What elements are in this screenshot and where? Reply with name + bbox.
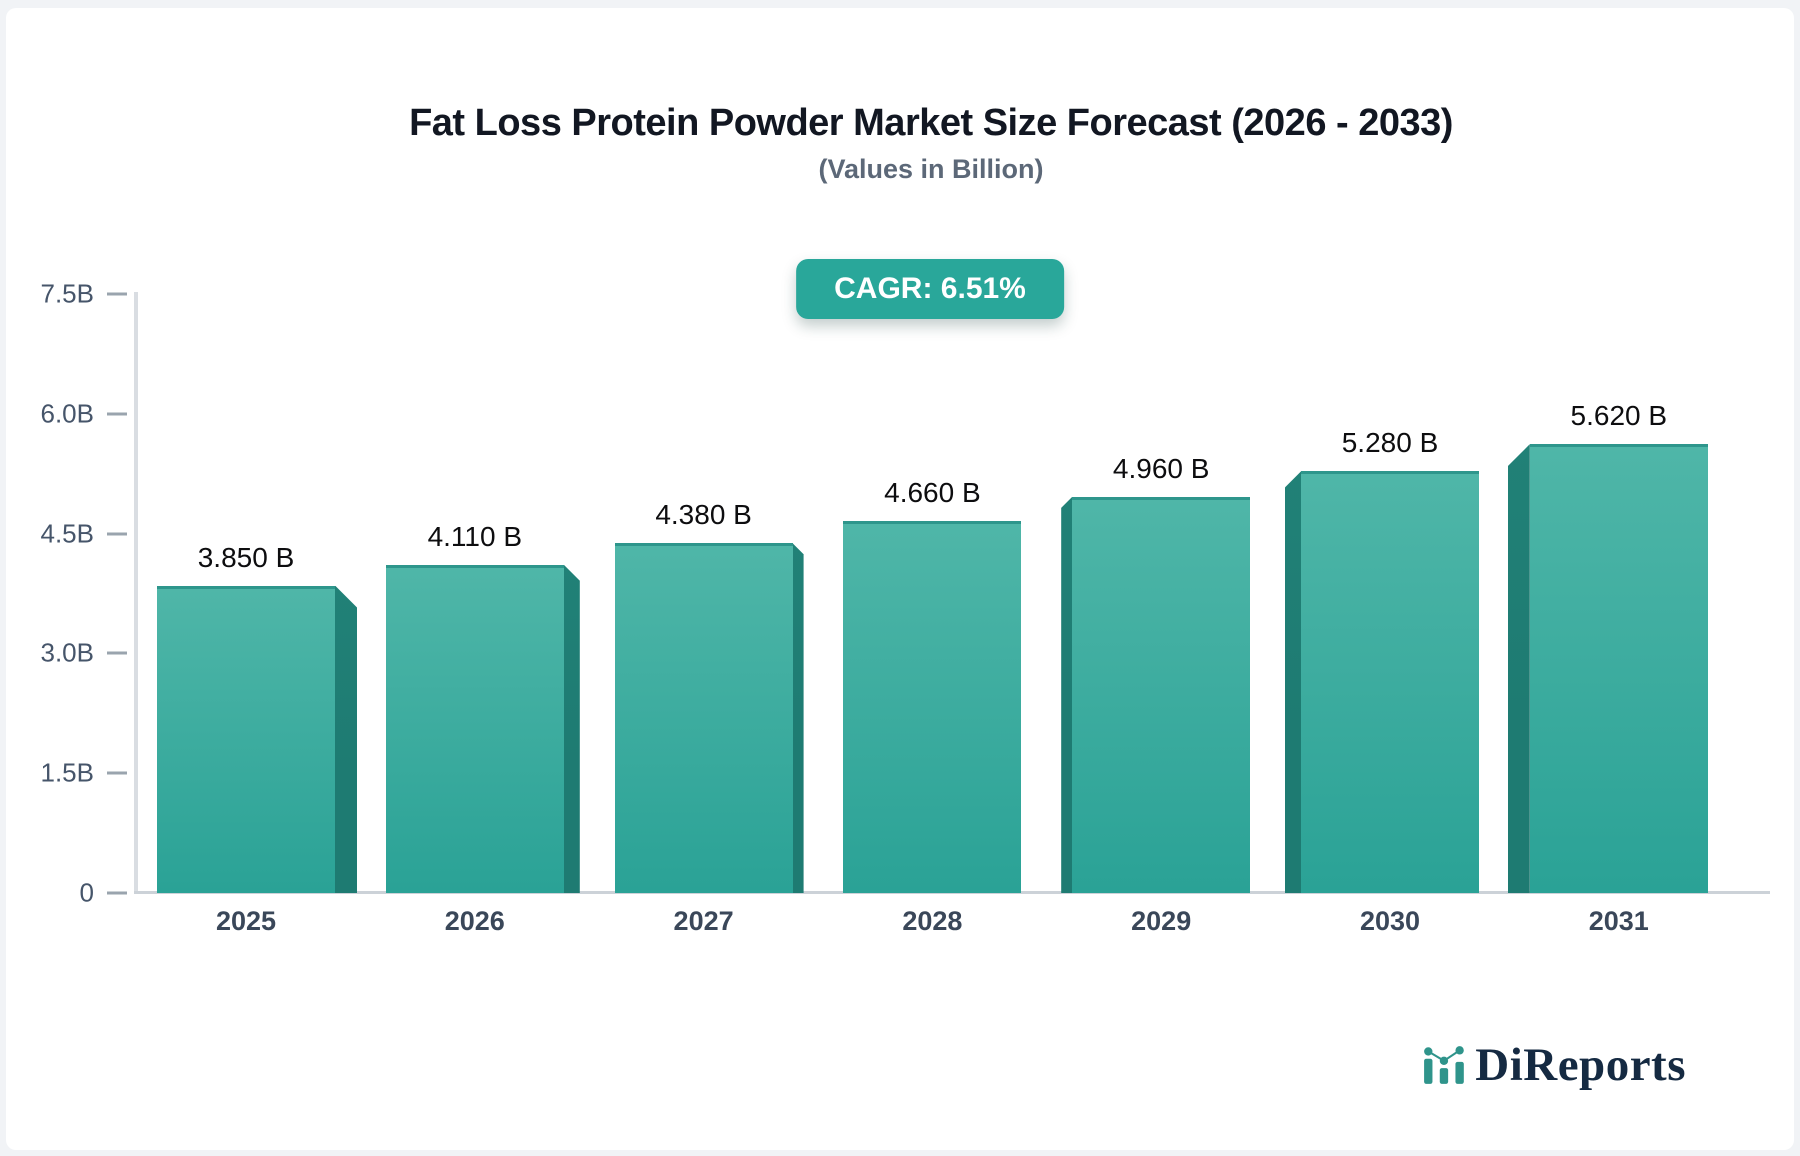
chart-subtitle: (Values in Billion)	[818, 154, 1044, 184]
cagr-badge: CAGR: 6.51%	[796, 259, 1064, 319]
y-axis-tick-mark	[107, 891, 127, 895]
x-axis-label-2026: 2026	[444, 906, 505, 936]
bar-3d-side-face	[1507, 444, 1530, 893]
y-axis-tick-label: 3.0B	[40, 637, 95, 668]
logo-wordmark: DiReports	[1475, 1039, 1686, 1091]
bar-value-label: 4.110 B	[427, 520, 523, 552]
x-axis-label-2030: 2030	[1359, 906, 1421, 936]
bar-2028: 4.660 B	[843, 477, 1022, 893]
bar-2026: 4.110 B	[385, 521, 580, 893]
y-axis-tick-label: 4.5B	[40, 518, 95, 549]
bar-2030: 5.280 B	[1285, 427, 1479, 893]
bar-3d-side-face	[1061, 496, 1073, 893]
y-axis-tick-mark	[107, 412, 127, 416]
bar-value-label: 5.280 B	[1341, 427, 1439, 459]
bar-value-label: 5.620 B	[1570, 400, 1668, 432]
bar-front-face	[614, 543, 793, 893]
x-axis-label-2031: 2031	[1588, 906, 1649, 936]
bar-value-label: 4.960 B	[1112, 452, 1210, 484]
bar-front-face	[843, 520, 1022, 893]
chart-card: Fat Loss Protein Powder Market Size Fore…	[6, 8, 1794, 1150]
bar-chart-plot-area: 7.5B 6.0B 4.5B 3.0B 1.5B 0 3.850 B 2025 4.110 B 2…	[6, 8, 1800, 1156]
y-axis-tick-mark	[107, 771, 127, 775]
direports-logo: DiReports	[1422, 1038, 1686, 1092]
bar-2031: 5.620 B	[1507, 400, 1708, 893]
x-axis-label-2027: 2027	[673, 906, 734, 936]
bar-front-face	[1072, 496, 1251, 893]
bar-front-face	[1301, 471, 1479, 893]
bar-2029: 4.960 B	[1061, 453, 1251, 893]
y-axis-tick-label: 6.0B	[40, 398, 95, 429]
x-axis-label-2028: 2028	[902, 906, 963, 936]
bar-3d-side-face	[792, 543, 804, 893]
bar-3d-side-face	[335, 585, 357, 893]
x-axis-label-2025: 2025	[215, 906, 277, 936]
y-axis-tick-label: 0	[79, 877, 94, 908]
y-axis-tick-label: 7.5B	[40, 278, 95, 309]
mini-bar-line-chart-icon	[1424, 1046, 1465, 1084]
bar-2027: 4.380 B	[614, 499, 804, 893]
bar-front-face	[385, 564, 564, 893]
bar-value-label: 4.380 B	[655, 499, 752, 531]
bar-3d-side-face	[563, 564, 580, 893]
bar-value-label: 3.850 B	[197, 541, 295, 573]
bar-front-face	[1529, 444, 1708, 893]
chart-title: Fat Loss Protein Powder Market Size Fore…	[409, 102, 1453, 144]
y-axis-line	[134, 292, 138, 893]
y-axis-tick-mark	[107, 532, 127, 536]
y-axis-tick-mark	[107, 292, 127, 296]
y-axis-tick-mark	[107, 651, 127, 655]
x-axis-label-2029: 2029	[1131, 906, 1192, 936]
y-axis-tick-label: 1.5B	[40, 757, 95, 788]
bar-3d-side-face	[1285, 471, 1301, 893]
bar-2025: 3.850 B	[157, 542, 357, 893]
bar-value-label: 4.660 B	[884, 476, 981, 508]
bar-front-face	[157, 585, 335, 893]
